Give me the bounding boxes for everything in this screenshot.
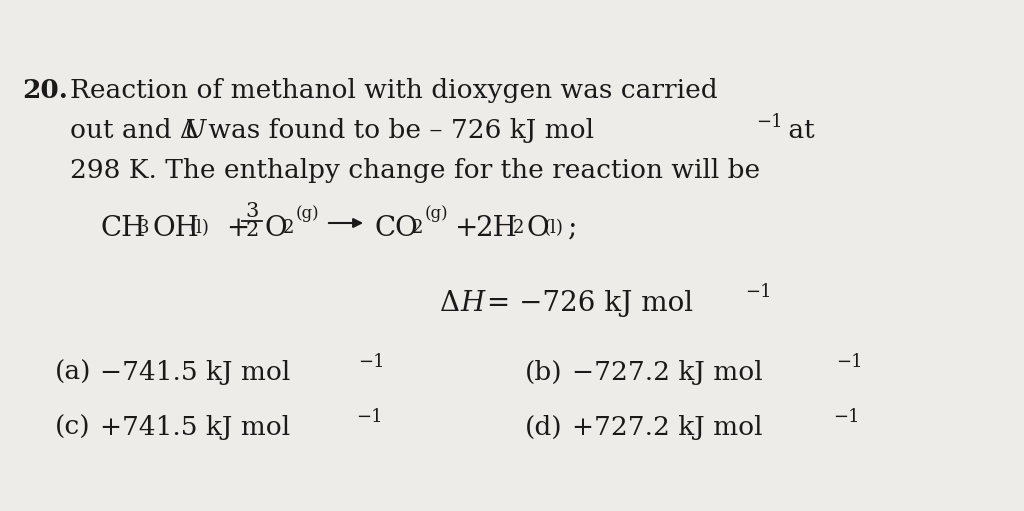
Text: (b): (b) bbox=[525, 360, 562, 385]
Text: Reaction of methanol with dioxygen was carried: Reaction of methanol with dioxygen was c… bbox=[70, 78, 718, 103]
Text: 3: 3 bbox=[138, 219, 150, 237]
Text: (a): (a) bbox=[55, 360, 91, 385]
Text: 2: 2 bbox=[283, 219, 294, 237]
Text: +727.2 kJ mol: +727.2 kJ mol bbox=[572, 415, 763, 440]
Text: −1: −1 bbox=[756, 113, 782, 131]
Text: O: O bbox=[526, 215, 549, 242]
Text: (g): (g) bbox=[425, 205, 449, 222]
Text: 2: 2 bbox=[246, 221, 259, 240]
Text: ;: ; bbox=[568, 215, 578, 242]
Text: +741.5 kJ mol: +741.5 kJ mol bbox=[100, 415, 290, 440]
Text: (d): (d) bbox=[525, 415, 562, 440]
Text: was found to be – 726 kJ mol: was found to be – 726 kJ mol bbox=[200, 118, 594, 143]
Text: −1: −1 bbox=[745, 283, 772, 301]
Text: 3: 3 bbox=[246, 202, 259, 221]
Text: (l): (l) bbox=[190, 219, 210, 237]
Text: 2H: 2H bbox=[475, 215, 517, 242]
Text: −1: −1 bbox=[358, 353, 385, 371]
Text: (c): (c) bbox=[55, 415, 91, 440]
Text: −1: −1 bbox=[356, 408, 383, 426]
Text: −1: −1 bbox=[833, 408, 859, 426]
Text: CH: CH bbox=[100, 215, 145, 242]
Text: 298 K. The enthalpy change for the reaction will be: 298 K. The enthalpy change for the react… bbox=[70, 158, 760, 183]
Text: U: U bbox=[183, 118, 205, 143]
Text: OH: OH bbox=[152, 215, 199, 242]
Text: at: at bbox=[780, 118, 815, 143]
Text: −727.2 kJ mol: −727.2 kJ mol bbox=[572, 360, 763, 385]
Text: +: + bbox=[455, 215, 478, 242]
Text: +: + bbox=[218, 215, 250, 242]
Text: 2: 2 bbox=[412, 219, 423, 237]
Text: −1: −1 bbox=[836, 353, 862, 371]
Text: = −726 kJ mol: = −726 kJ mol bbox=[478, 290, 693, 317]
Text: CO: CO bbox=[374, 215, 418, 242]
Text: out and Δ: out and Δ bbox=[70, 118, 199, 143]
Text: H: H bbox=[460, 290, 484, 317]
Text: 2: 2 bbox=[513, 219, 524, 237]
Text: (g): (g) bbox=[296, 205, 319, 222]
Text: O: O bbox=[265, 215, 288, 242]
Text: Δ: Δ bbox=[440, 290, 460, 317]
Text: −741.5 kJ mol: −741.5 kJ mol bbox=[100, 360, 290, 385]
Text: (l): (l) bbox=[544, 219, 564, 237]
Text: 20.: 20. bbox=[22, 78, 68, 103]
